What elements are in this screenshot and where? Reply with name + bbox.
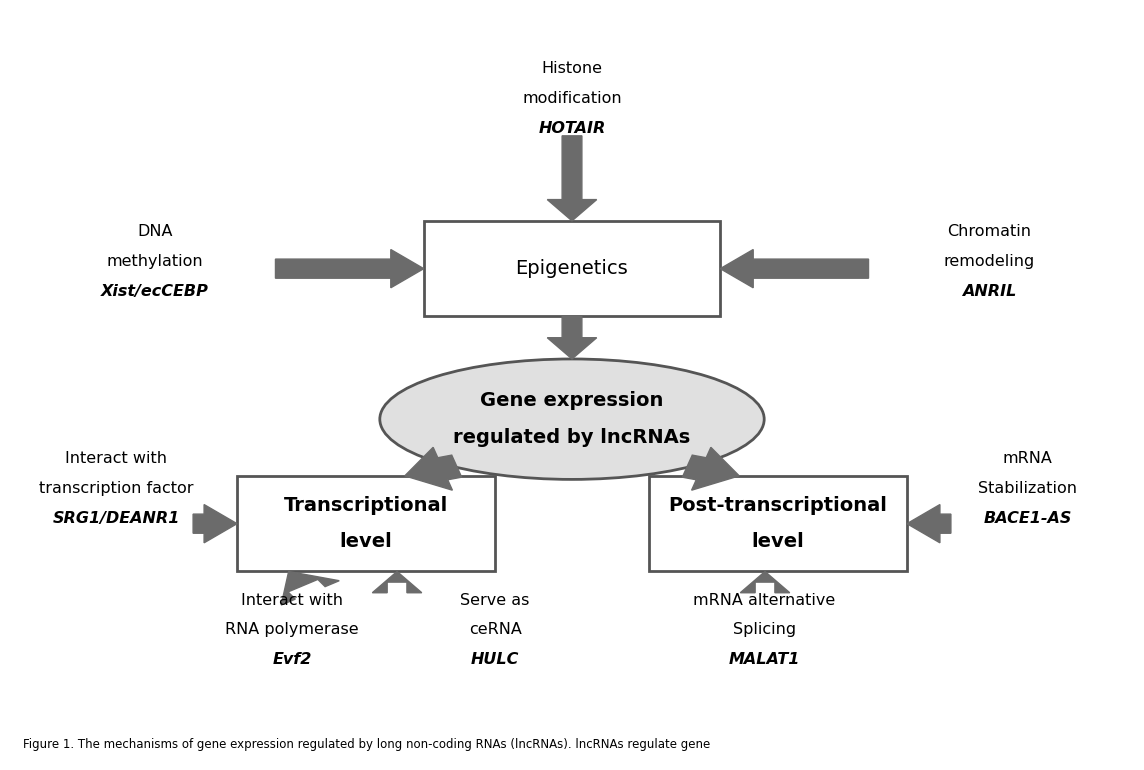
Ellipse shape [380, 359, 764, 480]
Text: Figure 1. The mechanisms of gene expression regulated by long non-coding RNAs (l: Figure 1. The mechanisms of gene express… [23, 738, 710, 751]
Text: Epigenetics: Epigenetics [516, 259, 628, 278]
Text: Stabilization: Stabilization [978, 480, 1078, 496]
FancyArrow shape [276, 249, 423, 288]
Text: Evf2: Evf2 [272, 652, 311, 668]
Text: Gene expression: Gene expression [480, 391, 664, 410]
FancyArrow shape [547, 316, 597, 359]
FancyBboxPatch shape [423, 221, 721, 316]
Text: MALAT1: MALAT1 [729, 652, 800, 668]
Text: ANRIL: ANRIL [962, 284, 1017, 299]
Text: HOTAIR: HOTAIR [539, 121, 605, 136]
FancyArrow shape [405, 447, 462, 490]
FancyArrow shape [907, 504, 951, 543]
Text: ceRNA: ceRNA [469, 622, 522, 638]
FancyBboxPatch shape [649, 476, 907, 571]
Text: methylation: methylation [106, 254, 202, 270]
FancyArrow shape [547, 136, 597, 221]
FancyArrow shape [281, 571, 340, 605]
Text: SRG1/DEANR1: SRG1/DEANR1 [53, 511, 180, 526]
Text: Interact with: Interact with [65, 451, 167, 466]
FancyArrow shape [193, 504, 237, 543]
Text: mRNA: mRNA [1003, 451, 1052, 466]
Text: HULC: HULC [471, 652, 519, 668]
Text: modification: modification [522, 91, 622, 106]
Text: RNA polymerase: RNA polymerase [225, 622, 359, 638]
Text: Splicing: Splicing [732, 622, 796, 638]
Text: Interact with: Interact with [241, 593, 343, 608]
Text: Histone: Histone [541, 62, 603, 76]
Text: Chromatin: Chromatin [947, 224, 1032, 239]
Text: Serve as: Serve as [460, 593, 530, 608]
Text: transcription factor: transcription factor [39, 480, 193, 496]
Text: remodeling: remodeling [944, 254, 1035, 270]
Text: Transcriptional: Transcriptional [284, 497, 448, 515]
Text: mRNA alternative: mRNA alternative [693, 593, 835, 608]
Text: level: level [752, 532, 804, 551]
FancyArrow shape [682, 447, 739, 490]
Text: Post-transcriptional: Post-transcriptional [668, 497, 888, 515]
FancyArrow shape [740, 571, 789, 593]
FancyArrow shape [721, 249, 868, 288]
FancyBboxPatch shape [237, 476, 495, 571]
FancyArrow shape [372, 571, 422, 593]
Text: BACE1-AS: BACE1-AS [984, 511, 1072, 526]
Text: level: level [340, 532, 392, 551]
Text: Xist/ecCEBP: Xist/ecCEBP [101, 284, 208, 299]
Text: regulated by lncRNAs: regulated by lncRNAs [453, 428, 691, 447]
Text: DNA: DNA [137, 224, 173, 239]
